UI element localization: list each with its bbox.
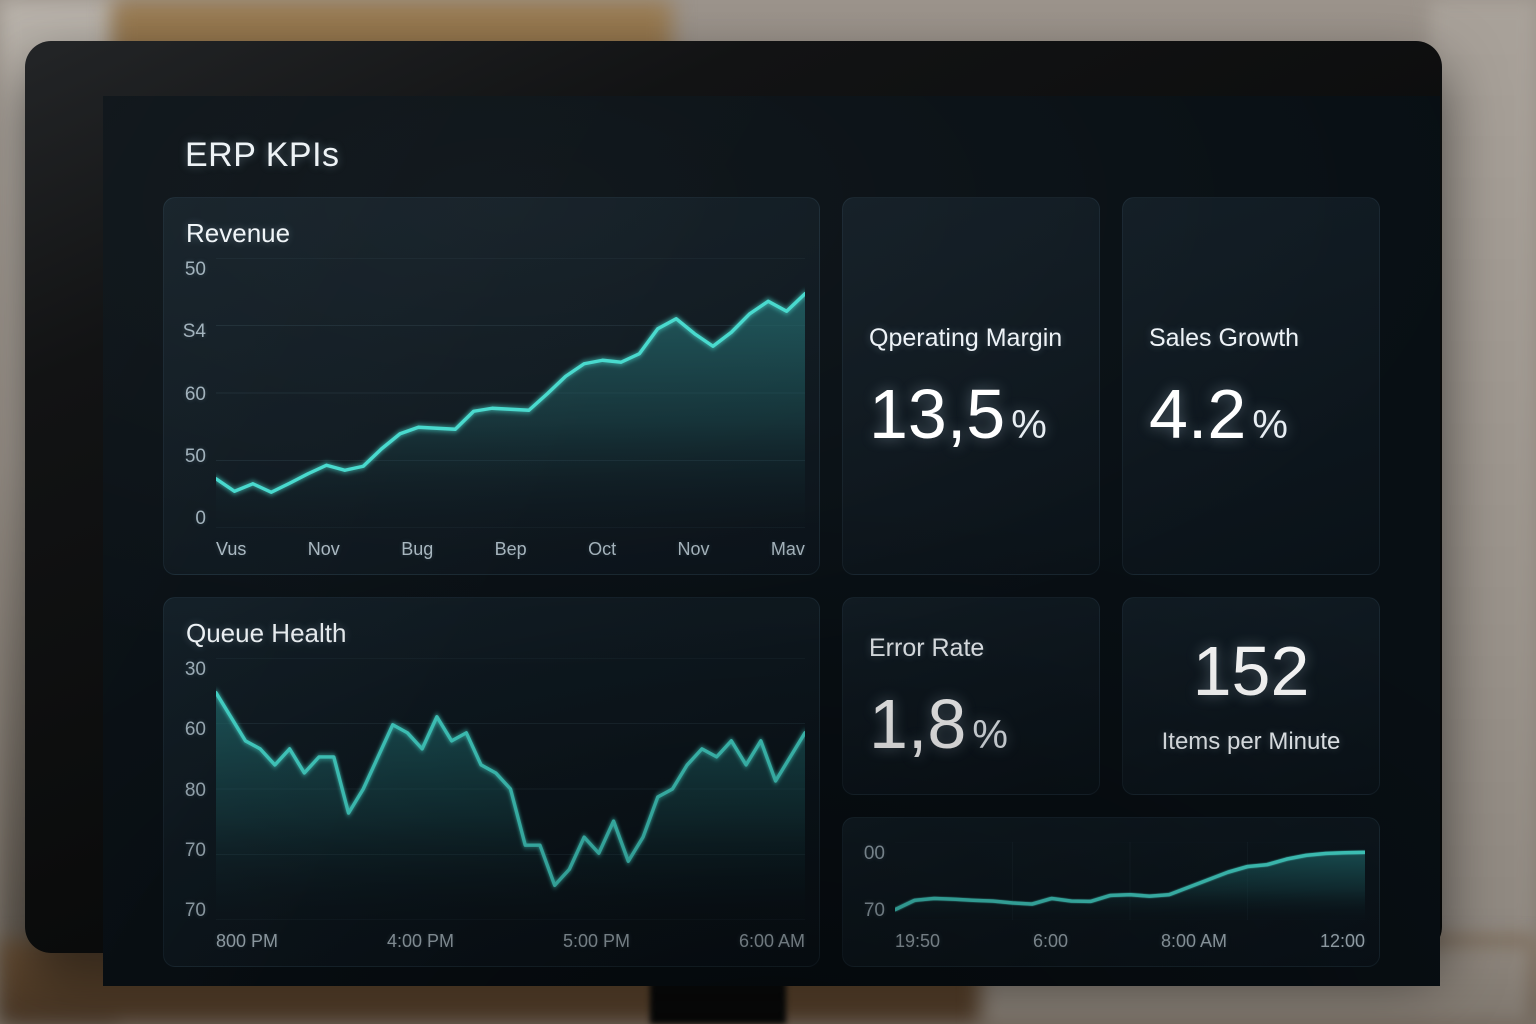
revenue-svg (216, 258, 805, 528)
revenue-xtick: Oct (588, 538, 617, 559)
kpi-card-operating-margin[interactable]: Qperating Margin 13,5 % (842, 197, 1100, 575)
queue-health-y-axis: 30 60 80 70 70 (164, 656, 216, 920)
dashboard-grid: Revenue 50 S4 60 50 0 Vus Nov Bug Bep Oct Nov Mav … (163, 197, 1380, 967)
kpi-card-sales-growth[interactable]: Sales Growth 4.2 % (1122, 197, 1380, 575)
kpi-card-items-per-minute[interactable]: 152 Items per Minute (1122, 597, 1380, 795)
kpi-column-top: Qperating Margin 13,5 % Sales Growth 4.2… (842, 197, 1380, 575)
revenue-plot[interactable] (216, 258, 805, 528)
panel-throughput[interactable]: 00 70 19:50 6:00 8:00 AM 12:00 (842, 817, 1380, 967)
throughput-ytick: 00 (863, 843, 885, 864)
chart-throughput[interactable]: 00 70 19:50 6:00 8:00 AM 12:00 (843, 840, 1379, 966)
revenue-ytick: 50 (184, 445, 206, 467)
queue-health-xtick: 5:00 PM (562, 930, 631, 951)
kpi-unit-sales-growth: % (1252, 402, 1288, 447)
revenue-ytick: 0 (195, 508, 206, 529)
revenue-xtick: Vus (216, 538, 247, 559)
kpi-value-sales-growth: 4.2 % (1149, 379, 1353, 449)
panel-queue-health[interactable]: Queue Health 30 60 80 70 70 800 PM 4:00 PM 5:0… (163, 597, 820, 967)
kpi-value-items-per-minute: 152 (1193, 636, 1310, 706)
throughput-x-axis: 19:50 6:00 8:00 AM 12:00 (895, 926, 1365, 956)
kpi-row-bottom: Error Rate 1,8 % 152 Items per Minute (842, 597, 1380, 795)
queue-health-ytick: 70 (184, 839, 206, 861)
kpi-row-top: Qperating Margin 13,5 % Sales Growth 4.2… (842, 197, 1380, 575)
queue-health-ytick: 80 (184, 779, 206, 801)
queue-health-xtick: 4:00 PM (386, 930, 455, 951)
throughput-xtick: 19:50 (895, 930, 941, 951)
queue-health-ytick: 30 (184, 659, 206, 680)
throughput-y-axis: 00 70 (843, 840, 895, 920)
kpi-unit-operating-margin: % (1011, 402, 1047, 447)
revenue-ytick: 60 (184, 383, 206, 405)
throughput-xtick: 12:00 (1319, 930, 1365, 951)
revenue-xtick: Nov (307, 538, 340, 559)
monitor-screen: ERP KPIs Revenue 50 S4 60 50 0 Vus Nov Bug Bep O… (103, 96, 1440, 986)
kpi-number-sales-growth: 4.2 (1149, 374, 1247, 453)
kpi-number-error-rate: 1,8 (869, 684, 967, 763)
throughput-xtick: 8:00 AM (1160, 930, 1228, 951)
kpi-unit-error-rate: % (972, 712, 1008, 757)
revenue-x-axis: Vus Nov Bug Bep Oct Nov Mav (216, 534, 805, 564)
queue-health-x-axis: 800 PM 4:00 PM 5:00 PM 6:00 AM (216, 926, 805, 956)
throughput-xtick: 6:00 (1032, 930, 1069, 951)
revenue-ytick: S4 (182, 321, 206, 343)
kpi-number-operating-margin: 13,5 (869, 374, 1006, 453)
revenue-xtick: Mav (770, 538, 805, 559)
queue-health-plot[interactable] (216, 658, 805, 920)
panel-title-queue-health: Queue Health (186, 618, 347, 648)
revenue-ytick: 50 (184, 259, 206, 280)
panel-title-revenue: Revenue (186, 218, 291, 248)
kpi-card-error-rate[interactable]: Error Rate 1,8 % (842, 597, 1100, 795)
queue-health-xtick: 6:00 AM (738, 930, 805, 951)
queue-health-svg (216, 658, 805, 920)
kpi-column-bottom: Error Rate 1,8 % 152 Items per Minute (842, 597, 1380, 967)
revenue-y-axis: 50 S4 60 50 0 (164, 256, 216, 528)
revenue-xtick: Bep (494, 538, 527, 559)
page-title: ERP KPIs (185, 136, 340, 174)
kpi-value-error-rate: 1,8 % (869, 689, 1073, 759)
throughput-plot[interactable] (895, 842, 1365, 920)
revenue-xtick: Bug (401, 538, 434, 559)
throughput-svg (895, 842, 1365, 920)
kpi-label-sales-growth: Sales Growth (1149, 323, 1300, 352)
chart-queue-health[interactable]: 30 60 80 70 70 800 PM 4:00 PM 5:00 PM 6:00 AM (164, 656, 819, 966)
revenue-xtick: Nov (677, 538, 710, 559)
queue-health-ytick: 60 (184, 719, 206, 741)
dashboard: ERP KPIs Revenue 50 S4 60 50 0 Vus Nov Bug Bep O… (103, 96, 1440, 986)
queue-health-ytick: 70 (184, 900, 206, 921)
panel-revenue[interactable]: Revenue 50 S4 60 50 0 Vus Nov Bug Bep Oct Nov Mav (163, 197, 820, 575)
kpi-label-items-per-minute: Items per Minute (1161, 728, 1341, 755)
kpi-value-operating-margin: 13,5 % (869, 379, 1073, 449)
monitor-bezel: ERP KPIs Revenue 50 S4 60 50 0 Vus Nov Bug Bep O… (25, 41, 1442, 986)
kpi-label-error-rate: Error Rate (869, 633, 985, 662)
kpi-label-operating-margin: Qperating Margin (869, 323, 1063, 352)
wall-right (1430, 0, 1536, 1024)
kpi-number-items-per-minute: 152 (1192, 632, 1310, 710)
queue-health-xtick: 800 PM (216, 930, 279, 951)
chart-revenue[interactable]: 50 S4 60 50 0 Vus Nov Bug Bep Oct Nov Mav (164, 256, 819, 574)
throughput-ytick: 70 (863, 900, 885, 921)
